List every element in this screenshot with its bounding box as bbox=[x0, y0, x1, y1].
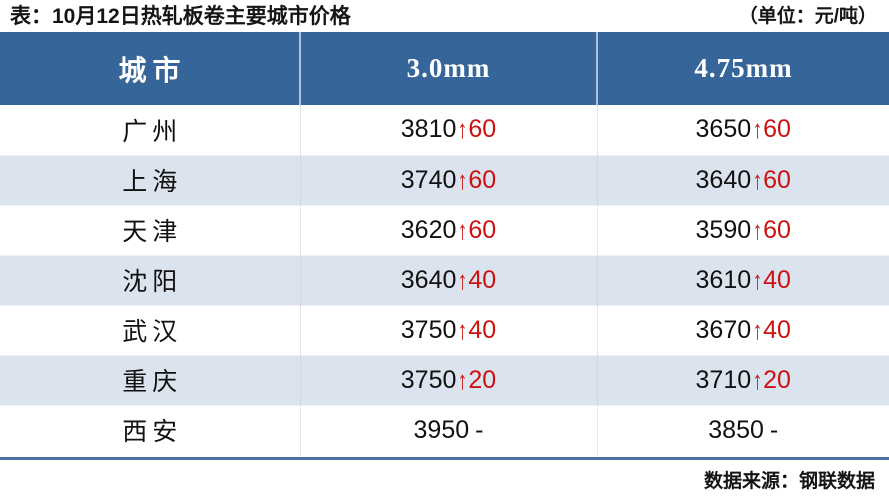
flat-icon: - bbox=[769, 415, 779, 444]
cell-city: 西安 bbox=[122, 418, 183, 447]
source-bar: 数据来源：钢联数据 bbox=[0, 462, 889, 500]
arrow-up-icon: ↑ bbox=[457, 114, 468, 145]
price-number: 3640 bbox=[400, 265, 457, 294]
price-number: 3620 bbox=[400, 215, 457, 244]
price-value-group: 3810↑60 bbox=[401, 115, 496, 142]
arrow-up-icon: ↑ bbox=[752, 364, 763, 395]
column-header-3-0mm: 3.0mm bbox=[299, 32, 597, 105]
table-head: 城市 3.0mm 4.75mm bbox=[0, 32, 889, 105]
table-row: 重庆 3750↑20 3710↑20 bbox=[0, 355, 889, 406]
price-value-group: 3740↑60 bbox=[401, 166, 496, 193]
cell-price-3-0mm: 3750↑40 bbox=[299, 305, 597, 356]
price-value-group: 3750↑20 bbox=[401, 366, 496, 393]
table-row: 天津 3620↑60 3590↑60 bbox=[0, 205, 889, 256]
price-delta: 40 bbox=[763, 315, 791, 344]
cell-city: 天津 bbox=[0, 205, 300, 256]
price-delta: 40 bbox=[468, 315, 497, 344]
price-number: 3590 bbox=[695, 215, 752, 244]
price-delta: 60 bbox=[468, 165, 497, 194]
price-number: 3810 bbox=[400, 115, 457, 144]
cell-price-4-75mm: 3670↑40 bbox=[596, 305, 889, 356]
price-value-group: 3850- bbox=[708, 415, 779, 444]
price-number: 3750 bbox=[400, 365, 457, 394]
cell-price-4-75mm: 3590↑60 bbox=[596, 205, 889, 256]
price-number: 3710 bbox=[695, 365, 752, 394]
arrow-up-icon: ↑ bbox=[752, 114, 763, 145]
cell-price-3-0mm: 3750↑20 bbox=[299, 355, 597, 406]
price-delta: 40 bbox=[763, 265, 791, 294]
cell-price-4-75mm: 3710↑20 bbox=[596, 355, 889, 406]
price-value-group: 3670↑40 bbox=[696, 316, 791, 343]
cell-city: 沈阳 bbox=[0, 255, 300, 306]
price-value-group: 3590↑60 bbox=[696, 216, 791, 243]
price-number: 3640 bbox=[695, 165, 752, 194]
data-source-label: 数据来源：钢联数据 bbox=[703, 470, 875, 492]
price-number: 3750 bbox=[400, 315, 457, 344]
cell-price-3-0mm: 3740↑60 bbox=[299, 155, 597, 206]
arrow-up-icon: ↑ bbox=[752, 214, 763, 245]
unit-label: （单位：元/吨） bbox=[738, 5, 877, 27]
price-value-group: 3750↑40 bbox=[401, 316, 496, 343]
column-header-city: 城市 bbox=[118, 55, 187, 87]
cell-city: 广州 bbox=[0, 105, 300, 156]
price-value-group: 3610↑40 bbox=[696, 266, 791, 293]
price-delta: 60 bbox=[763, 115, 791, 144]
price-delta: 20 bbox=[468, 365, 497, 394]
arrow-up-icon: ↑ bbox=[457, 214, 468, 245]
cell-price-4-75mm: 3650↑60 bbox=[596, 105, 889, 156]
page-title: 表：10月12日热轧板卷主要城市价格 bbox=[10, 4, 351, 28]
cell-price-4-75mm: 3850- bbox=[596, 405, 889, 455]
table-row: 西安 3950- 3850- bbox=[0, 405, 889, 455]
price-table-wrapper: 城市 3.0mm 4.75mm 广州 3810↑60 3650↑60 bbox=[0, 32, 889, 455]
price-value-group: 3650↑60 bbox=[696, 115, 791, 142]
price-number: 3670 bbox=[695, 315, 752, 344]
cell-price-3-0mm: 3950- bbox=[299, 405, 597, 455]
price-delta: 60 bbox=[468, 115, 497, 144]
price-value-group: 3640↑60 bbox=[696, 166, 791, 193]
arrow-up-icon: ↑ bbox=[457, 264, 468, 295]
cell-city: 上海 bbox=[0, 155, 300, 206]
table-header-row: 城市 3.0mm 4.75mm bbox=[0, 32, 889, 105]
price-delta: 60 bbox=[763, 215, 791, 244]
price-delta: 20 bbox=[763, 365, 791, 394]
table-row: 广州 3810↑60 3650↑60 bbox=[0, 105, 889, 156]
price-table: 城市 3.0mm 4.75mm 广州 3810↑60 3650↑60 bbox=[0, 32, 889, 455]
arrow-up-icon: ↑ bbox=[752, 164, 763, 195]
table-row: 沈阳 3640↑40 3610↑40 bbox=[0, 255, 889, 306]
price-number: 3610 bbox=[695, 265, 752, 294]
price-number: 3950 bbox=[413, 415, 470, 444]
price-value-group: 3640↑40 bbox=[401, 266, 496, 293]
price-number: 3650 bbox=[695, 115, 752, 144]
cell-price-4-75mm: 3610↑40 bbox=[596, 255, 889, 306]
cell-price-3-0mm: 3810↑60 bbox=[299, 105, 597, 156]
table-body: 广州 3810↑60 3650↑60 上海 bbox=[0, 105, 889, 455]
price-number: 3850 bbox=[708, 415, 764, 444]
price-value-group: 3710↑20 bbox=[696, 366, 791, 393]
cell-city: 重庆 bbox=[0, 355, 300, 406]
price-delta: 60 bbox=[468, 215, 497, 244]
cell-price-3-0mm: 3640↑40 bbox=[299, 255, 597, 306]
arrow-up-icon: ↑ bbox=[457, 164, 468, 195]
arrow-up-icon: ↑ bbox=[752, 264, 763, 295]
price-delta: 40 bbox=[468, 265, 497, 294]
flat-icon: - bbox=[475, 415, 484, 444]
price-value-group: 3620↑60 bbox=[401, 216, 496, 243]
price-value-group: 3950- bbox=[413, 415, 484, 444]
title-bar: 表：10月12日热轧板卷主要城市价格 （单位：元/吨） bbox=[0, 0, 889, 32]
bottom-divider bbox=[0, 457, 889, 460]
price-delta: 60 bbox=[763, 165, 791, 194]
arrow-up-icon: ↑ bbox=[752, 314, 763, 345]
cell-price-3-0mm: 3620↑60 bbox=[299, 205, 597, 256]
column-header-4-75mm: 4.75mm bbox=[596, 32, 889, 105]
cell-city: 武汉 bbox=[0, 305, 300, 356]
arrow-up-icon: ↑ bbox=[457, 314, 468, 345]
arrow-up-icon: ↑ bbox=[457, 364, 468, 395]
table-row: 上海 3740↑60 3640↑60 bbox=[0, 155, 889, 206]
table-row: 武汉 3750↑40 3670↑40 bbox=[0, 305, 889, 356]
price-number: 3740 bbox=[400, 165, 457, 194]
cell-price-4-75mm: 3640↑60 bbox=[596, 155, 889, 206]
